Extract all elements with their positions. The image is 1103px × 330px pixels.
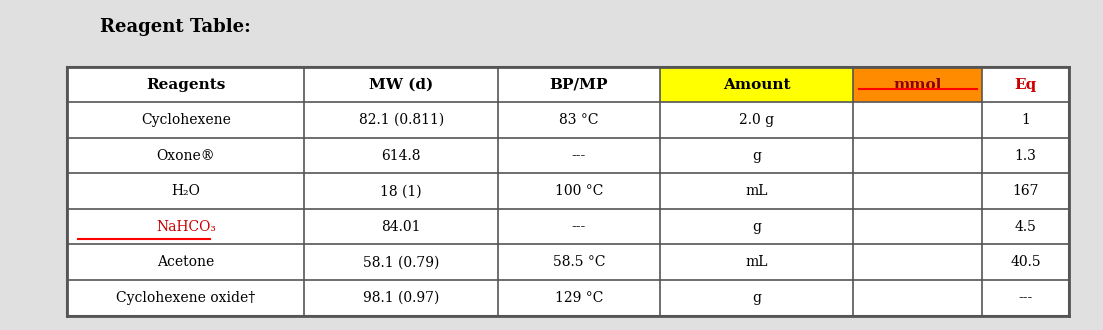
Text: 82.1 (0.811): 82.1 (0.811): [358, 113, 443, 127]
Text: g: g: [752, 220, 761, 234]
Text: 98.1 (0.97): 98.1 (0.97): [363, 291, 439, 305]
Text: ---: ---: [571, 148, 586, 163]
Bar: [67, 67, 1069, 315]
Text: Acetone: Acetone: [158, 255, 214, 269]
Text: ---: ---: [1018, 291, 1032, 305]
Text: 1: 1: [1021, 113, 1030, 127]
Text: 58.5 °C: 58.5 °C: [553, 255, 606, 269]
Text: 1.3: 1.3: [1015, 148, 1037, 163]
Text: 83 °C: 83 °C: [559, 113, 599, 127]
Text: Eq: Eq: [1015, 78, 1037, 92]
Text: 2.0 g: 2.0 g: [739, 113, 774, 127]
Text: mL: mL: [746, 255, 768, 269]
Text: 58.1 (0.79): 58.1 (0.79): [363, 255, 439, 269]
Text: BP/MP: BP/MP: [549, 78, 608, 92]
Text: Amount: Amount: [722, 78, 790, 92]
Text: Cyclohexene oxide†: Cyclohexene oxide†: [116, 291, 256, 305]
Text: 18 (1): 18 (1): [381, 184, 422, 198]
Bar: [660, 67, 854, 102]
Text: 167: 167: [1013, 184, 1039, 198]
Text: MW (d): MW (d): [370, 78, 433, 92]
Bar: [854, 67, 983, 102]
Text: 84.01: 84.01: [382, 220, 421, 234]
Text: H₂O: H₂O: [171, 184, 201, 198]
Text: 100 °C: 100 °C: [555, 184, 603, 198]
Text: Oxone®: Oxone®: [157, 148, 215, 163]
Text: Reagents: Reagents: [146, 78, 225, 92]
Text: g: g: [752, 148, 761, 163]
Text: Reagent Table:: Reagent Table:: [100, 18, 251, 36]
Text: 4.5: 4.5: [1015, 220, 1037, 234]
Text: mL: mL: [746, 184, 768, 198]
Text: Cyclohexene: Cyclohexene: [141, 113, 231, 127]
Text: 129 °C: 129 °C: [555, 291, 603, 305]
Text: 40.5: 40.5: [1010, 255, 1041, 269]
Text: 614.8: 614.8: [382, 148, 421, 163]
Text: g: g: [752, 291, 761, 305]
Text: mmol: mmol: [893, 78, 942, 92]
Text: NaHCO₃: NaHCO₃: [156, 220, 216, 234]
Text: ---: ---: [571, 220, 586, 234]
